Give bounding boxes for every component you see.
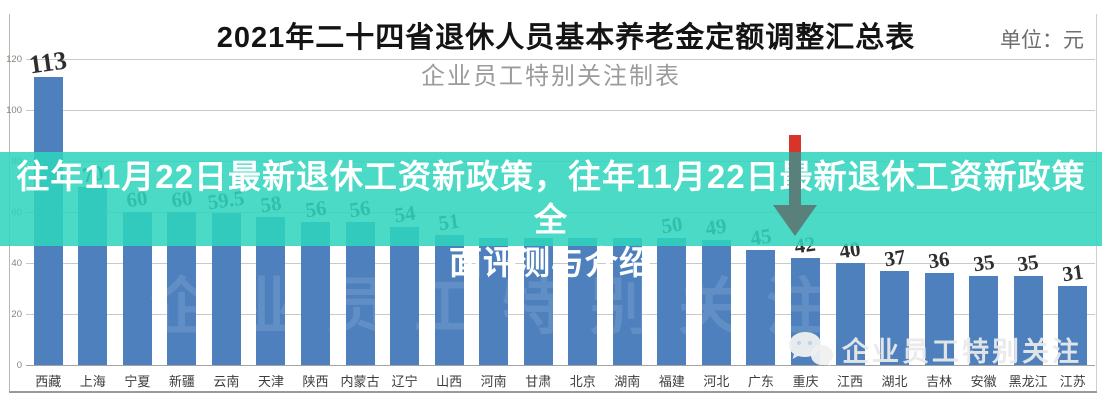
x-axis-line <box>26 365 1095 366</box>
gridline-y-20 <box>26 314 1095 315</box>
bar-山西 <box>434 234 464 365</box>
x-tick-label-湖南: 湖南 <box>614 374 641 389</box>
bar-吉林 <box>924 273 954 365</box>
x-tick-label-山西: 山西 <box>436 374 463 389</box>
x-tick-label-广东: 广东 <box>747 374 774 389</box>
x-tick-label-福建: 福建 <box>658 374 685 389</box>
x-tick-label-河北: 河北 <box>703 374 730 389</box>
unit-label: 单位：元 <box>1000 29 1084 52</box>
wechat-icon <box>789 331 833 366</box>
x-tick-label-上海: 上海 <box>79 374 106 389</box>
x-tick-label-宁夏: 宁夏 <box>124 374 151 389</box>
bar-河南 <box>479 237 509 365</box>
gridline-y-100 <box>26 110 1095 111</box>
x-tick-label-陕西: 陕西 <box>302 374 329 389</box>
y-tick-label: 120 <box>6 54 22 65</box>
y-tick-label: 0 <box>16 360 22 371</box>
bar-黑龙江 <box>1013 275 1043 365</box>
x-tick-label-吉林: 吉林 <box>926 374 953 389</box>
x-tick-label-辽宁: 辽宁 <box>391 374 418 389</box>
x-tick-label-云南: 云南 <box>213 374 240 389</box>
headline-text: 往年11月22日最新退休工资新政策，往年11月22日最新退休工资新政策全 面评测… <box>0 155 1102 284</box>
headline-line-1: 往年11月22日最新退休工资新政策，往年11月22日最新退休工资新政策全 <box>16 158 1086 238</box>
gridline-y-120 <box>26 59 1095 60</box>
bar-北京 <box>568 237 598 365</box>
x-tick-label-西藏: 西藏 <box>35 374 62 389</box>
x-tick-label-内蒙古: 内蒙古 <box>340 374 380 389</box>
bar-甘肃 <box>523 237 553 365</box>
x-tick-label-北京: 北京 <box>569 374 596 389</box>
x-tick-label-甘肃: 甘肃 <box>525 374 552 389</box>
y-tick-label: 100 <box>6 105 22 116</box>
gridline-y-40 <box>26 263 1095 264</box>
bar-湖北 <box>880 270 910 365</box>
bar-辽宁 <box>390 227 420 365</box>
bar-河北 <box>701 240 731 365</box>
y-tick-label: 20 <box>11 309 22 320</box>
bar-广东 <box>746 250 776 365</box>
x-tick-label-安徽: 安徽 <box>970 374 997 389</box>
bar-安徽 <box>969 275 999 365</box>
chart-subtitle: 企业员工特别关注制表 <box>421 63 681 90</box>
bar-湖南 <box>612 237 642 365</box>
frame-bottom-edge <box>9 391 1097 393</box>
bar-福建 <box>657 237 687 365</box>
watermark-corner: 企业员工特别关注 <box>788 330 1082 369</box>
x-tick-label-重庆: 重庆 <box>792 374 819 389</box>
watermark-center: 企业员工特别关注 <box>150 273 855 342</box>
bar-江苏 <box>1058 285 1088 365</box>
page-title: 2021年二十四省退休人员基本养老金定额调整汇总表 <box>216 22 916 54</box>
down-arrow-icon <box>773 135 817 236</box>
bar-value-label: 113 <box>27 45 69 80</box>
headline-line-2: 面评测与介绍 <box>449 244 653 281</box>
x-tick-label-江西: 江西 <box>837 374 864 389</box>
y-tick-label: 40 <box>11 258 22 269</box>
headline-overlay-band <box>0 152 1102 246</box>
x-tick-label-新疆: 新疆 <box>168 374 195 389</box>
x-tick-label-江苏: 江苏 <box>1059 374 1086 389</box>
x-tick-label-黑龙江: 黑龙江 <box>1008 374 1048 389</box>
watermark-corner-text: 企业员工特别关注 <box>842 337 1082 367</box>
x-tick-label-河南: 河南 <box>480 374 507 389</box>
bar-江西 <box>835 263 865 365</box>
x-tick-label-湖北: 湖北 <box>881 374 908 389</box>
x-tick-label-天津: 天津 <box>257 374 284 389</box>
